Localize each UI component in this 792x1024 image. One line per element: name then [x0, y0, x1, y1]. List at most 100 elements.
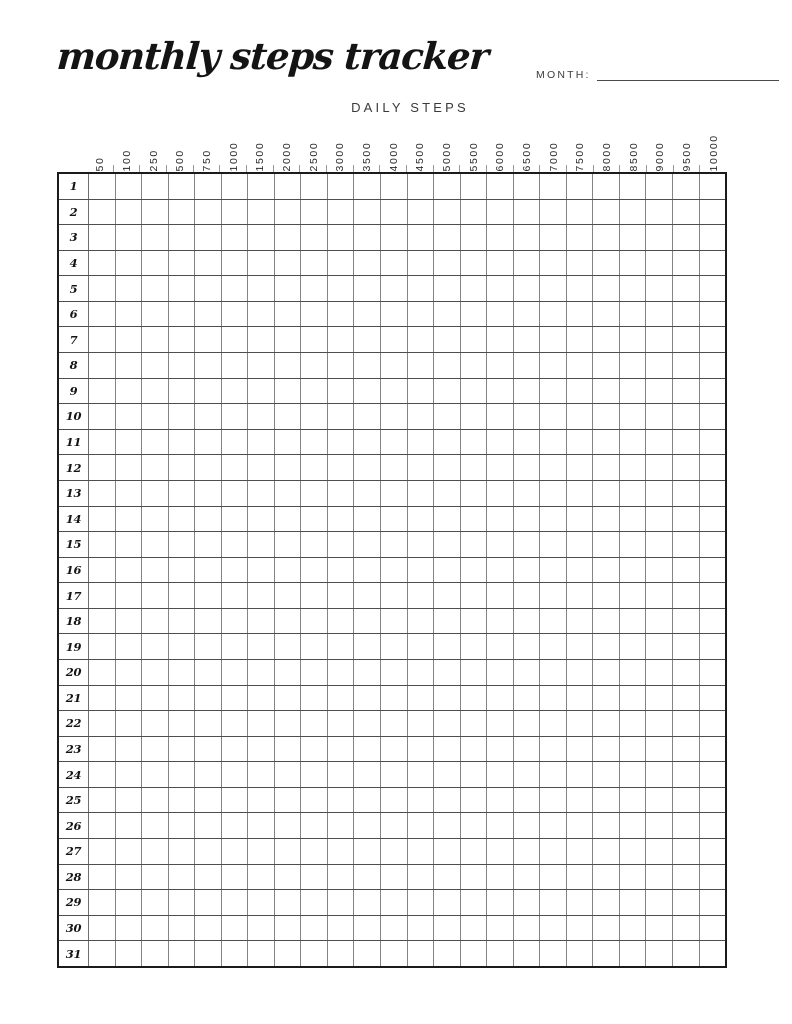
tracker-cell[interactable] [646, 301, 674, 327]
tracker-cell[interactable] [354, 557, 382, 583]
tracker-cell[interactable] [434, 327, 461, 353]
tracker-cell[interactable] [567, 429, 594, 455]
tracker-cell[interactable] [328, 736, 355, 762]
tracker-cell[interactable] [275, 455, 302, 480]
tracker-cell[interactable] [328, 532, 355, 557]
tracker-cell[interactable] [195, 659, 222, 685]
tracker-cell[interactable] [328, 608, 355, 634]
tracker-cell[interactable] [700, 302, 726, 327]
tracker-cell[interactable] [275, 634, 302, 659]
tracker-cell[interactable] [195, 890, 222, 915]
tracker-cell[interactable] [673, 787, 700, 813]
tracker-cell[interactable] [646, 250, 674, 276]
tracker-cell[interactable] [646, 634, 674, 659]
tracker-cell[interactable] [328, 506, 355, 532]
tracker-cell[interactable] [408, 353, 435, 378]
tracker-cell[interactable] [620, 941, 647, 966]
tracker-cell[interactable] [89, 864, 116, 890]
tracker-cell[interactable] [567, 301, 594, 327]
tracker-cell[interactable] [328, 301, 355, 327]
tracker-cell[interactable] [461, 250, 488, 276]
tracker-cell[interactable] [461, 532, 488, 557]
tracker-cell[interactable] [434, 250, 461, 276]
tracker-cell[interactable] [540, 276, 567, 301]
tracker-cell[interactable] [434, 839, 461, 864]
tracker-cell[interactable] [593, 915, 620, 941]
tracker-cell[interactable] [142, 301, 169, 327]
tracker-cell[interactable] [408, 915, 435, 941]
tracker-cell[interactable] [222, 301, 249, 327]
tracker-cell[interactable] [461, 378, 488, 404]
tracker-cell[interactable] [354, 480, 382, 506]
tracker-cell[interactable] [142, 762, 169, 787]
tracker-cell[interactable] [195, 327, 222, 353]
tracker-cell[interactable] [593, 480, 620, 506]
tracker-cell[interactable] [567, 864, 594, 890]
tracker-cell[interactable] [434, 890, 461, 915]
tracker-cell[interactable] [593, 787, 620, 813]
tracker-cell[interactable] [142, 353, 169, 378]
tracker-cell[interactable] [301, 455, 328, 480]
tracker-cell[interactable] [195, 608, 222, 634]
tracker-cell[interactable] [673, 659, 700, 685]
tracker-cell[interactable] [514, 327, 541, 353]
tracker-cell[interactable] [567, 941, 594, 966]
tracker-cell[interactable] [700, 711, 726, 736]
tracker-cell[interactable] [620, 890, 647, 915]
tracker-cell[interactable] [514, 506, 541, 532]
tracker-cell[interactable] [222, 327, 249, 353]
tracker-cell[interactable] [89, 327, 116, 353]
tracker-cell[interactable] [248, 583, 275, 608]
tracker-cell[interactable] [222, 583, 249, 608]
tracker-cell[interactable] [461, 762, 488, 787]
tracker-cell[interactable] [142, 480, 169, 506]
tracker-cell[interactable] [593, 813, 620, 839]
tracker-cell[interactable] [328, 225, 355, 250]
tracker-cell[interactable] [354, 762, 382, 787]
tracker-cell[interactable] [116, 608, 143, 634]
tracker-cell[interactable] [116, 327, 143, 353]
tracker-cell[interactable] [593, 557, 620, 583]
tracker-cell[interactable] [646, 532, 674, 557]
tracker-cell[interactable] [593, 506, 620, 532]
tracker-cell[interactable] [301, 685, 328, 711]
tracker-cell[interactable] [195, 583, 222, 608]
tracker-cell[interactable] [434, 711, 461, 736]
tracker-cell[interactable] [593, 941, 620, 966]
tracker-cell[interactable] [434, 378, 461, 404]
tracker-cell[interactable] [116, 199, 143, 225]
tracker-cell[interactable] [301, 915, 328, 941]
tracker-cell[interactable] [89, 685, 116, 711]
tracker-cell[interactable] [116, 480, 143, 506]
tracker-cell[interactable] [142, 225, 169, 250]
tracker-cell[interactable] [567, 455, 594, 480]
tracker-cell[interactable] [301, 941, 328, 966]
tracker-cell[interactable] [248, 941, 275, 966]
tracker-cell[interactable] [673, 327, 700, 353]
tracker-cell[interactable] [620, 787, 647, 813]
tracker-cell[interactable] [514, 301, 541, 327]
tracker-cell[interactable] [567, 839, 594, 864]
tracker-cell[interactable] [567, 787, 594, 813]
tracker-cell[interactable] [514, 659, 541, 685]
tracker-cell[interactable] [301, 276, 328, 301]
tracker-cell[interactable] [328, 404, 355, 429]
tracker-cell[interactable] [673, 839, 700, 864]
tracker-cell[interactable] [116, 276, 143, 301]
tracker-cell[interactable] [540, 429, 567, 455]
tracker-cell[interactable] [461, 941, 488, 966]
tracker-cell[interactable] [487, 762, 514, 787]
tracker-cell[interactable] [142, 736, 169, 762]
tracker-cell[interactable] [593, 659, 620, 685]
tracker-cell[interactable] [354, 711, 382, 736]
tracker-cell[interactable] [328, 378, 355, 404]
tracker-cell[interactable] [222, 685, 249, 711]
tracker-cell[interactable] [116, 890, 143, 915]
tracker-cell[interactable] [248, 711, 275, 736]
tracker-cell[interactable] [116, 711, 143, 736]
tracker-cell[interactable] [620, 813, 647, 839]
tracker-cell[interactable] [328, 685, 355, 711]
tracker-cell[interactable] [593, 839, 620, 864]
tracker-cell[interactable] [593, 353, 620, 378]
tracker-cell[interactable] [434, 787, 461, 813]
